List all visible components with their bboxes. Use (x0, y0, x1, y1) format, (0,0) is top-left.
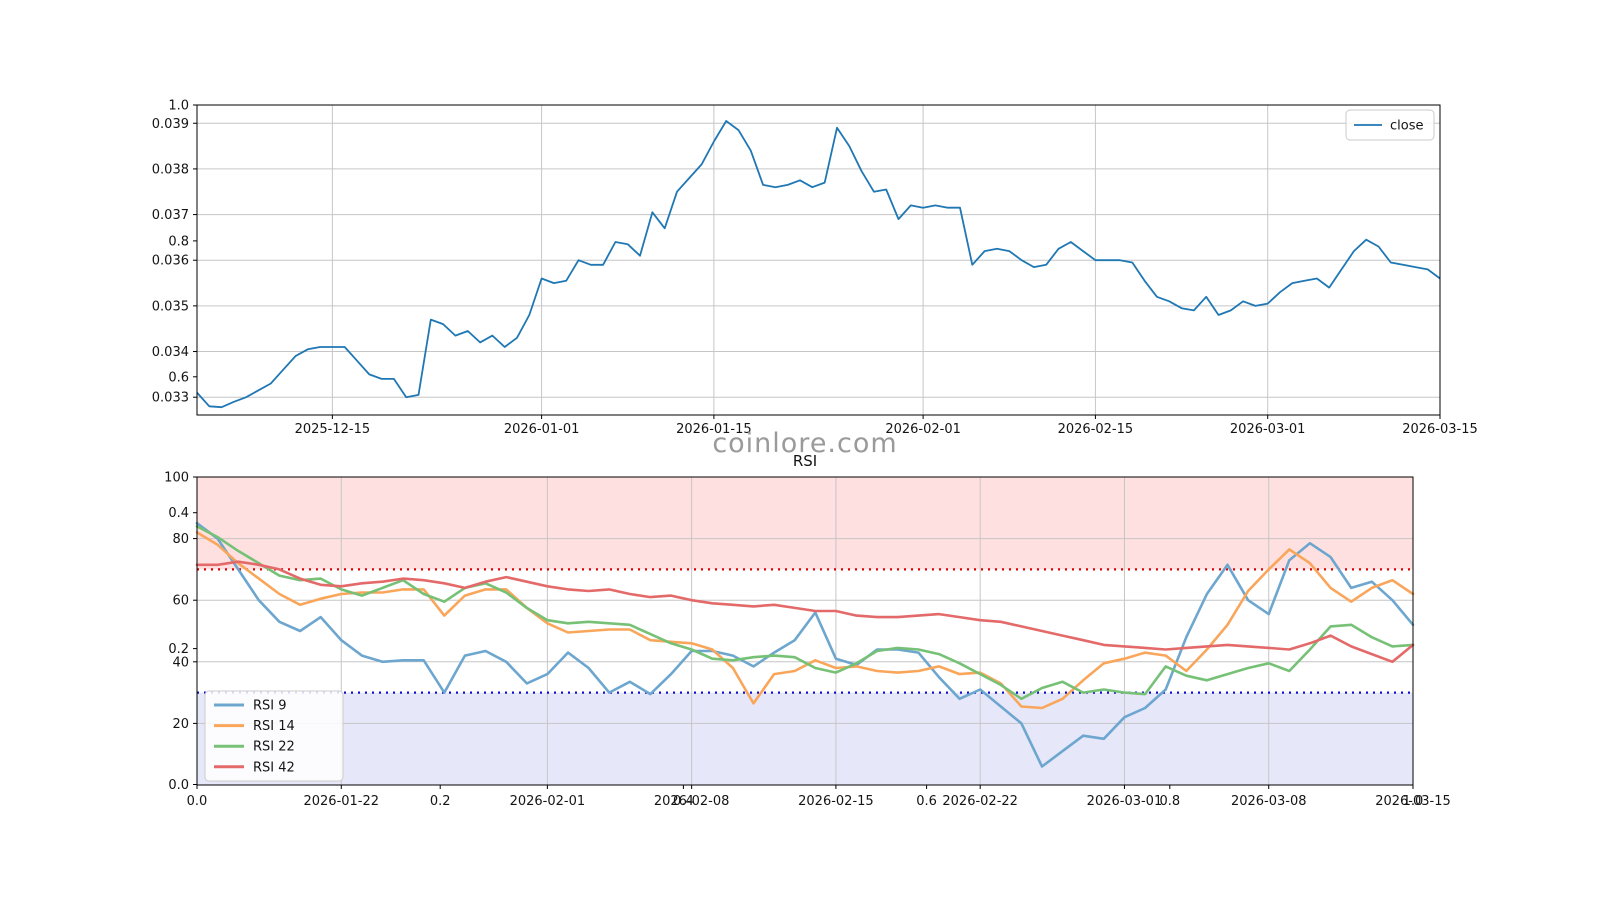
y-tick-label: 0.038 (152, 162, 189, 177)
x-tick-label: 2026-01-01 (504, 422, 580, 437)
y-tick-label: 100 (164, 471, 189, 486)
y-tick-label: 20 (172, 717, 189, 732)
x-tick-label: 2026-01-22 (303, 794, 379, 809)
rsi-chart-title: RSI (792, 452, 818, 470)
x-tick-label: 2026-02-01 (510, 794, 586, 809)
legend-box (1345, 109, 1435, 141)
y-tick-label: 0.037 (152, 208, 189, 223)
y-tick-label: 60 (172, 594, 189, 609)
x-tick-label: 2026-02-22 (942, 794, 1018, 809)
x-tick-label: 2026-01-15 (676, 422, 752, 437)
rsi-axes-frame (196, 476, 1414, 786)
legend-label: close (1390, 119, 1423, 134)
y-tick-label: 0.035 (152, 299, 189, 314)
overlay-y-tick-label: 0.8 (168, 234, 189, 249)
legend-label: RSI 14 (253, 719, 295, 734)
price-axis-labels: 2025-12-15 2026-01-01 2026-01-15 2026-02-01… (152, 99, 1478, 438)
x-tick-label: 2026-02-08 (654, 794, 730, 809)
overlay-y-tick-label: 1.0 (168, 99, 189, 114)
overlay-x-tick-label: 0.4 (673, 794, 694, 809)
y-tick-label: 0.039 (152, 117, 189, 132)
price-legend: close (1345, 109, 1435, 141)
overlay-x-tick-label: 0.2 (430, 794, 451, 809)
oversold-band (197, 692, 1413, 785)
y-tick-label: 0.033 (152, 391, 189, 406)
x-tick-label: 2026-03-08 (1231, 794, 1307, 809)
overlay-y-tick-label: 0.0 (168, 778, 189, 793)
price-grid (197, 105, 1441, 415)
price-chart: 2025-12-15 2026-01-01 2026-01-15 2026-02-01… (152, 99, 1478, 438)
legend-label: RSI 9 (253, 699, 287, 714)
y-tick-label: 40 (172, 655, 189, 670)
watermark: coinlore.com (712, 428, 898, 459)
rsi-chart-area: 2026-01-22 2026-02-01 2026-02-08 2026-02-15… (164, 471, 1451, 810)
rsi-axis-labels: 2026-01-22 2026-02-01 2026-02-08 2026-02-15… (164, 471, 1451, 810)
x-tick-label: 2026-02-01 (885, 422, 961, 437)
overlay-y-tick-label: 0.2 (168, 642, 189, 657)
x-tick-label: 2026-02-15 (1058, 422, 1134, 437)
rsi-line-rsi-42 (195, 560, 1415, 664)
rsi-line-rsi-9 (195, 521, 1415, 768)
x-tick-label: 2025-12-15 (295, 422, 371, 437)
overlay-x-tick-label: 0.8 (1159, 794, 1180, 809)
overlay-y-tick-label: 0.6 (168, 370, 189, 385)
overlay-y-tick-label: 0.4 (168, 506, 189, 521)
x-tick-label: 2026-02-15 (798, 794, 874, 809)
legend-label: RSI 22 (253, 740, 295, 755)
legend-label: RSI 42 (253, 760, 295, 775)
overlay-x-tick-label: 0.0 (187, 794, 208, 809)
legend-box (204, 690, 344, 782)
x-tick-label: 2026-03-15 (1375, 794, 1451, 809)
x-tick-label: 2026-03-15 (1402, 422, 1478, 437)
overlay-x-tick-label: 0.6 (916, 794, 937, 809)
y-tick-label: 80 (172, 532, 189, 547)
x-tick-label: 2026-03-01 (1230, 422, 1306, 437)
close-line (196, 120, 1441, 409)
x-tick-label: 2026-03-01 (1087, 794, 1163, 809)
overbought-band (197, 477, 1413, 570)
rsi-line-rsi-22 (195, 524, 1415, 701)
overlay-x-tick-label: 1.0 (1403, 794, 1424, 809)
rsi-legend: RSI 9 RSI 14 RSI 22 RSI 42 (204, 690, 344, 782)
y-tick-label: 0.034 (152, 345, 189, 360)
y-tick-label: 0.036 (152, 254, 189, 269)
